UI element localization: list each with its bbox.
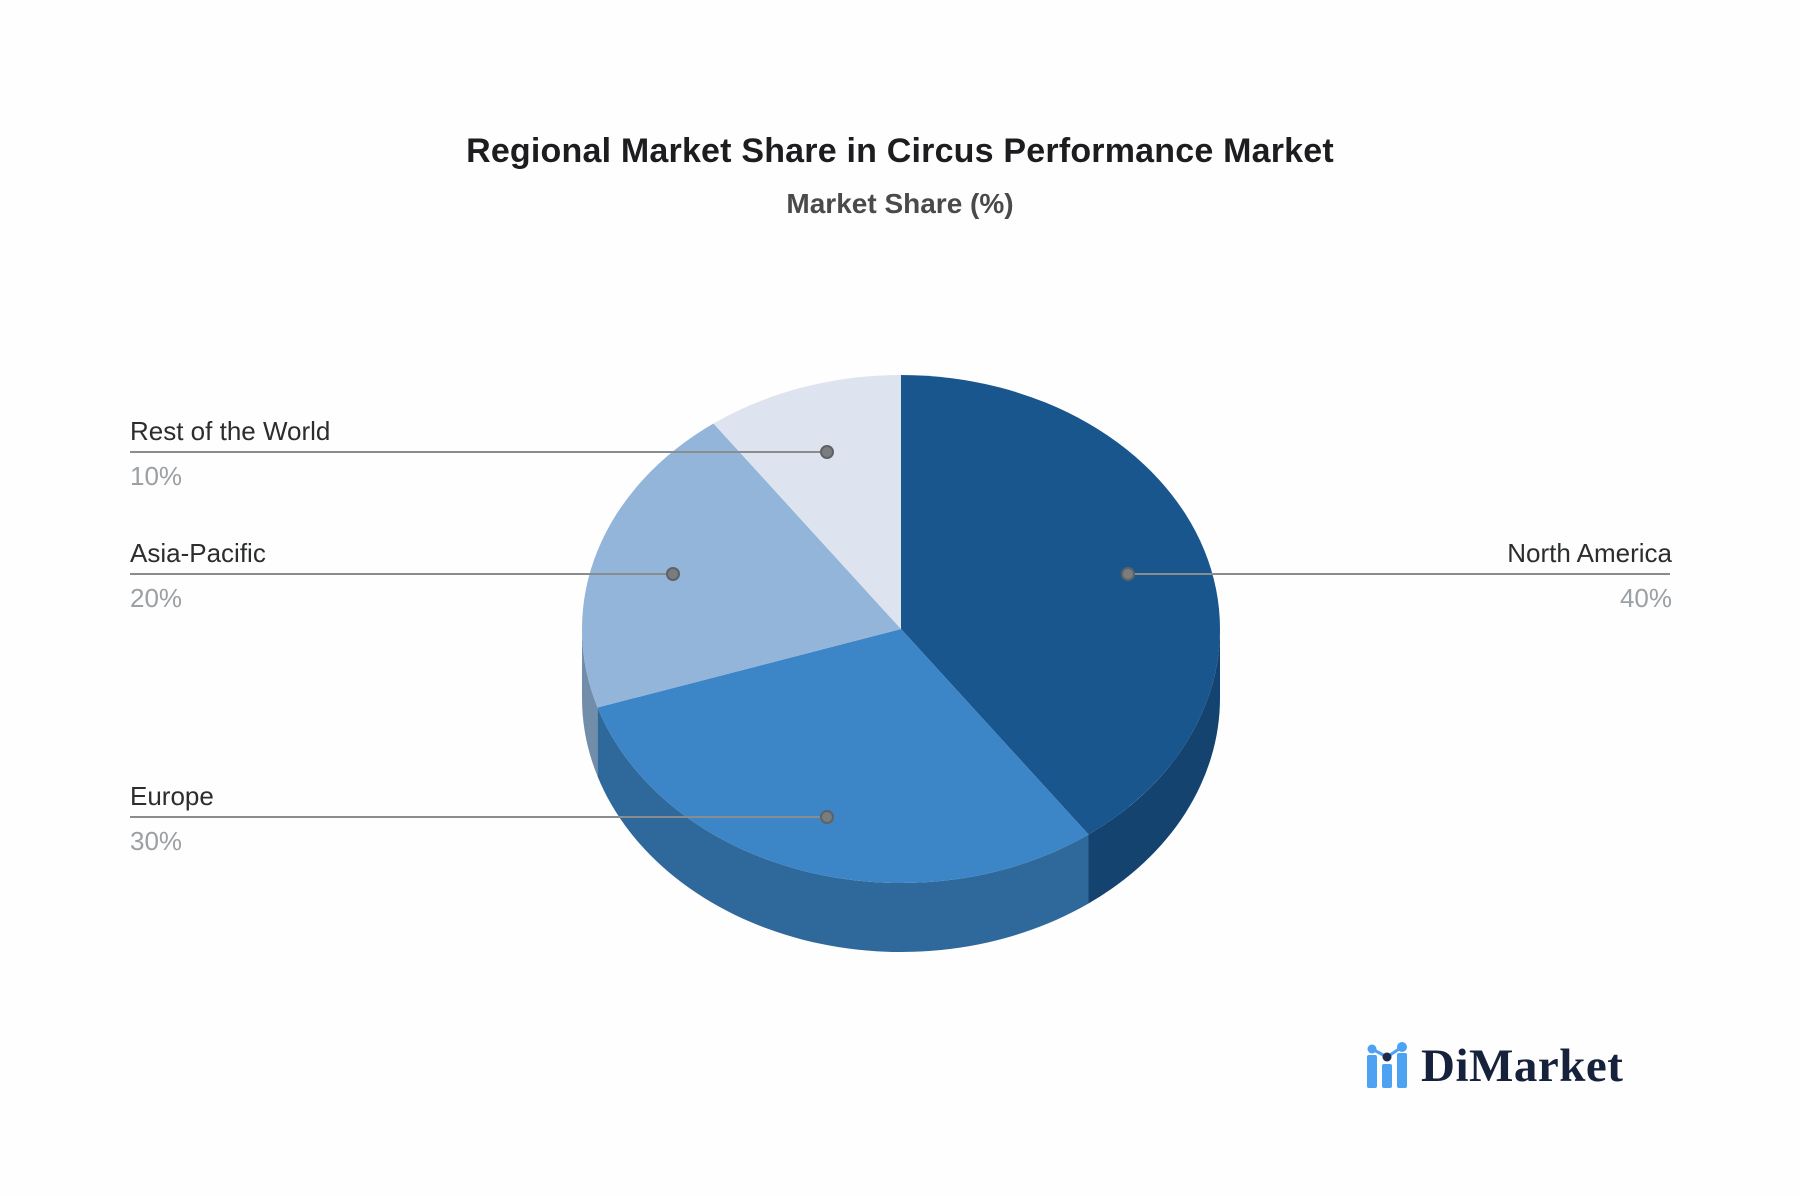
chart-subtitle: Market Share (%) (786, 188, 1014, 219)
slice-value: 40% (1619, 583, 1672, 613)
pie-3d-sides (582, 629, 1220, 952)
pie-top-slices (582, 375, 1220, 883)
dimarket-logo: DiMarket (1365, 1040, 1623, 1092)
bar-line-chart-icon (1367, 1042, 1407, 1088)
slice-name: Europe (130, 781, 214, 811)
slice-label-europe: Europe 30% (130, 780, 214, 857)
slice-value: 10% (130, 461, 183, 491)
slice-name: North America (1507, 538, 1672, 568)
dimarket-logo-text: DiMarket (1421, 1040, 1624, 1092)
slice-value: 30% (130, 826, 183, 856)
slice-name: Rest of the World (130, 416, 331, 446)
slice-label-asia-pacific: Asia-Pacific 20% (130, 537, 266, 614)
chart-title: Regional Market Share in Circus Performa… (466, 132, 1334, 170)
slice-name: Asia-Pacific (130, 538, 266, 568)
slice-label-rest-of-the-world: Rest of the World 10% (130, 415, 330, 492)
leader-lines (130, 445, 1670, 824)
slice-label-north-america: North America 40% (1507, 537, 1672, 614)
slice-value: 20% (130, 583, 183, 613)
